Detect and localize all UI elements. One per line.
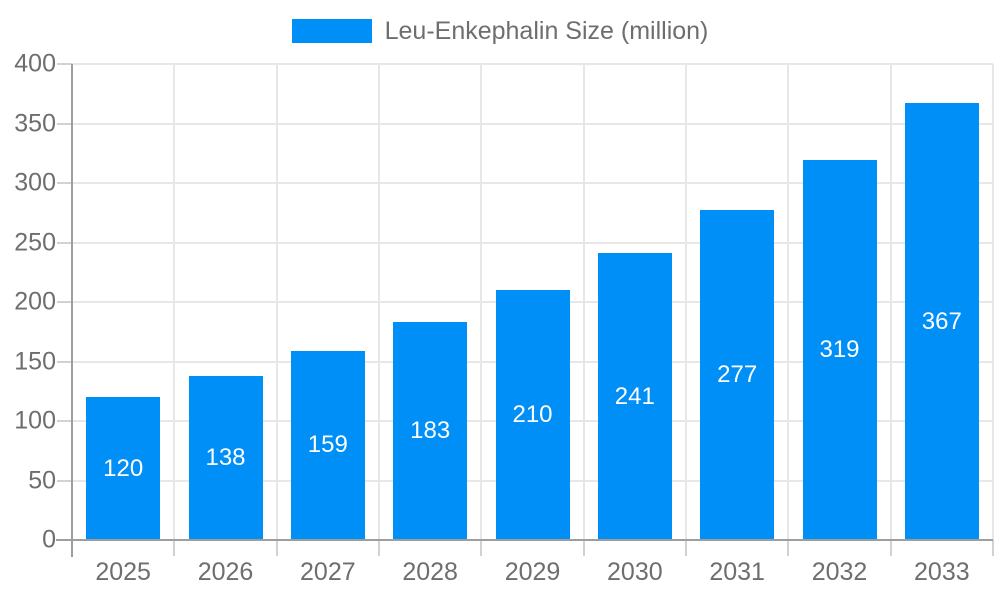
x-axis-tick (992, 540, 994, 556)
y-tick-label: 200 (14, 287, 56, 316)
y-axis-tick (57, 360, 72, 363)
legend-label: Leu-Enkephalin Size (million) (384, 17, 709, 45)
x-axis-tick (173, 540, 175, 556)
v-gridline (890, 64, 892, 540)
bar (904, 103, 979, 540)
legend-swatch (291, 19, 372, 43)
bar (802, 160, 877, 540)
bar (495, 290, 570, 540)
v-gridline (583, 64, 585, 540)
y-tick-label: 150 (14, 347, 56, 375)
bar (86, 397, 161, 540)
x-axis-tick (583, 540, 585, 556)
y-tick-label: 50 (28, 466, 56, 494)
x-tick-label: 2031 (709, 558, 765, 586)
y-axis-tick (57, 182, 72, 184)
bar (393, 322, 468, 540)
x-axis-tick (890, 540, 892, 556)
h-gridline (72, 122, 993, 125)
y-axis-tick (57, 122, 72, 125)
y-axis-tick (57, 420, 72, 422)
y-axis-line (71, 64, 73, 557)
x-tick-label: 2032 (811, 558, 868, 586)
x-tick-label: 2028 (402, 558, 458, 586)
h-gridline (72, 182, 993, 184)
x-axis-tick (378, 540, 380, 556)
h-gridline (72, 63, 993, 65)
x-axis-tick (787, 540, 789, 556)
y-tick-label: 250 (14, 228, 56, 256)
x-tick-label: 2026 (197, 558, 254, 586)
x-tick-label: 2025 (95, 558, 151, 586)
y-axis-tick (57, 479, 72, 482)
x-tick-label: 2029 (504, 558, 561, 586)
y-tick-label: 100 (14, 406, 56, 435)
v-gridline (685, 64, 687, 540)
h-gridline (72, 241, 993, 244)
x-tick-label: 2033 (914, 558, 970, 586)
x-axis-tick (685, 540, 687, 556)
v-gridline (480, 64, 482, 540)
bar (290, 350, 365, 540)
x-axis-tick (480, 540, 482, 556)
x-axis-line (56, 539, 993, 541)
bar-value-label: 277 (717, 361, 758, 389)
bar-value-label: 120 (103, 454, 144, 482)
v-gridline (787, 64, 789, 540)
v-gridline (173, 64, 175, 540)
bar-value-label: 183 (410, 417, 451, 445)
bar (597, 253, 672, 540)
legend-item[interactable]: Leu-Enkephalin Size (million) (0, 18, 1000, 44)
x-tick-label: 2027 (300, 558, 356, 586)
y-axis-tick (57, 301, 72, 303)
bar-value-label: 319 (819, 336, 860, 364)
bar-value-label: 210 (512, 401, 553, 429)
y-tick-label: 300 (14, 168, 56, 197)
y-tick-label: 0 (42, 525, 56, 554)
bar-value-label: 241 (614, 382, 655, 410)
bar (188, 375, 263, 540)
x-axis-tick (276, 540, 278, 556)
y-tick-label: 400 (14, 49, 56, 78)
y-axis-tick (57, 63, 72, 65)
bar-value-label: 159 (307, 431, 348, 459)
v-gridline (992, 64, 994, 540)
v-gridline (276, 64, 278, 540)
x-tick-label: 2030 (607, 558, 663, 586)
y-axis-tick (57, 241, 72, 244)
bar-value-label: 138 (205, 443, 246, 471)
bar-value-label: 367 (921, 307, 962, 335)
y-tick-label: 350 (14, 109, 56, 137)
v-gridline (378, 64, 380, 540)
bar (700, 210, 775, 540)
plot-area: 120 138 159 183 210 241 277 319 367 (56, 63, 994, 557)
